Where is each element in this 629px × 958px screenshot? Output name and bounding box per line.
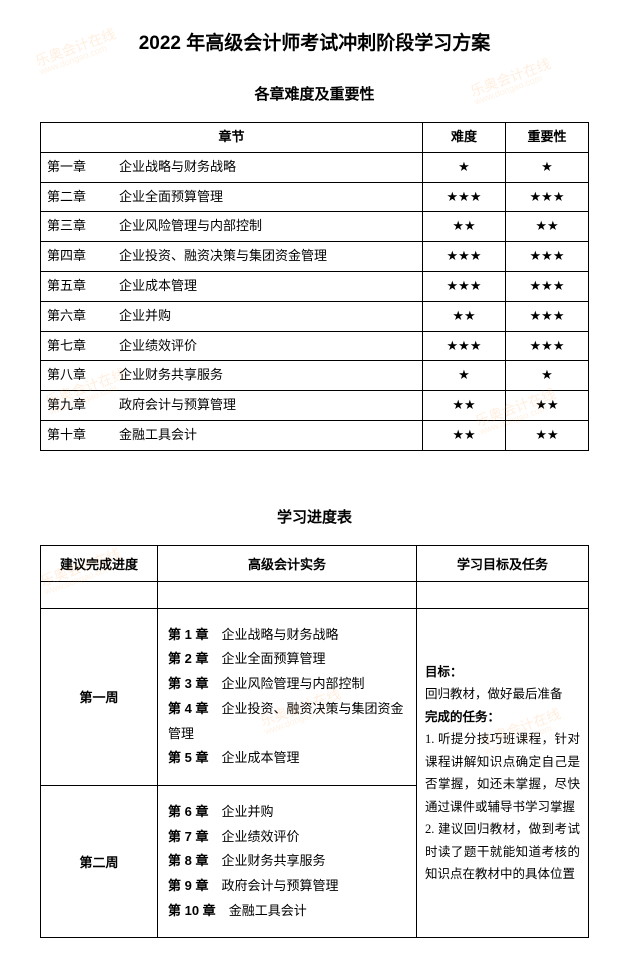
- importance-stars: ★★★: [506, 271, 589, 301]
- col-importance: 重要性: [506, 123, 589, 153]
- col-goal: 学习目标及任务: [417, 545, 589, 581]
- difficulty-stars: ★★★: [423, 271, 506, 301]
- chapter-name: 企业全面预算管理: [113, 182, 423, 212]
- difficulty-stars: ★★: [423, 420, 506, 450]
- table-row: 第六章企业并购★★★★★: [41, 301, 589, 331]
- schedule-row: 第一周第 1 章 企业战略与财务战略第 2 章 企业全面预算管理第 3 章 企业…: [41, 608, 589, 785]
- table-row: 第九章政府会计与预算管理★★★★: [41, 391, 589, 421]
- col-progress: 建议完成进度: [41, 545, 158, 581]
- difficulty-stars: ★: [423, 152, 506, 182]
- table-row: 第八章企业财务共享服务★★: [41, 361, 589, 391]
- week-label: 第二周: [41, 785, 158, 937]
- chapter-no: 第五章: [41, 271, 114, 301]
- chapter-name: 企业战略与财务战略: [113, 152, 423, 182]
- week-label: 第一周: [41, 608, 158, 785]
- goal-cell: 目标：回归教材，做好最后准备完成的任务：1. 听提分技巧班课程，针对课程讲解知识…: [417, 608, 589, 938]
- importance-stars: ★★: [506, 212, 589, 242]
- difficulty-stars: ★★: [423, 212, 506, 242]
- col-chapter: 章节: [41, 123, 423, 153]
- chapter-name: 政府会计与预算管理: [113, 391, 423, 421]
- difficulty-stars: ★★: [423, 301, 506, 331]
- chapter-name: 企业绩效评价: [113, 331, 423, 361]
- week-chapters: 第 6 章 企业并购第 7 章 企业绩效评价第 8 章 企业财务共享服务第 9 …: [158, 785, 417, 937]
- importance-stars: ★★: [506, 391, 589, 421]
- col-difficulty: 难度: [423, 123, 506, 153]
- difficulty-stars: ★★★: [423, 182, 506, 212]
- col-practice: 高级会计实务: [158, 545, 417, 581]
- difficulty-stars: ★★★: [423, 242, 506, 272]
- importance-stars: ★: [506, 152, 589, 182]
- difficulty-stars: ★★: [423, 391, 506, 421]
- week-chapters: 第 1 章 企业战略与财务战略第 2 章 企业全面预算管理第 3 章 企业风险管…: [158, 608, 417, 785]
- schedule-table: 建议完成进度 高级会计实务 学习目标及任务 第一周第 1 章 企业战略与财务战略…: [40, 545, 589, 939]
- section2-title: 学习进度表: [40, 506, 589, 527]
- table-row: 第四章企业投资、融资决策与集团资金管理★★★★★★: [41, 242, 589, 272]
- importance-stars: ★★★: [506, 331, 589, 361]
- chapter-name: 企业成本管理: [113, 271, 423, 301]
- table-row: 第一章企业战略与财务战略★★: [41, 152, 589, 182]
- chapter-no: 第三章: [41, 212, 114, 242]
- difficulty-stars: ★★★: [423, 331, 506, 361]
- importance-stars: ★★★: [506, 301, 589, 331]
- table-row: 第十章金融工具会计★★★★: [41, 420, 589, 450]
- importance-stars: ★: [506, 361, 589, 391]
- chapter-no: 第二章: [41, 182, 114, 212]
- table-row: 第三章企业风险管理与内部控制★★★★: [41, 212, 589, 242]
- chapter-no: 第六章: [41, 301, 114, 331]
- importance-stars: ★★★: [506, 182, 589, 212]
- table-row: 第二章企业全面预算管理★★★★★★: [41, 182, 589, 212]
- chapter-name: 企业并购: [113, 301, 423, 331]
- importance-stars: ★★★: [506, 242, 589, 272]
- chapter-no: 第四章: [41, 242, 114, 272]
- importance-stars: ★★: [506, 420, 589, 450]
- chapter-name: 企业财务共享服务: [113, 361, 423, 391]
- table-row: 第七章企业绩效评价★★★★★★: [41, 331, 589, 361]
- chapter-name: 金融工具会计: [113, 420, 423, 450]
- chapter-no: 第十章: [41, 420, 114, 450]
- chapter-name: 企业风险管理与内部控制: [113, 212, 423, 242]
- section1-title: 各章难度及重要性: [40, 83, 589, 104]
- chapter-no: 第一章: [41, 152, 114, 182]
- page-title: 2022 年高级会计师考试冲刺阶段学习方案: [40, 28, 589, 55]
- difficulty-table: 章节 难度 重要性 第一章企业战略与财务战略★★第二章企业全面预算管理★★★★★…: [40, 122, 589, 451]
- chapter-name: 企业投资、融资决策与集团资金管理: [113, 242, 423, 272]
- table-row: 第五章企业成本管理★★★★★★: [41, 271, 589, 301]
- chapter-no: 第八章: [41, 361, 114, 391]
- chapter-no: 第七章: [41, 331, 114, 361]
- difficulty-stars: ★: [423, 361, 506, 391]
- chapter-no: 第九章: [41, 391, 114, 421]
